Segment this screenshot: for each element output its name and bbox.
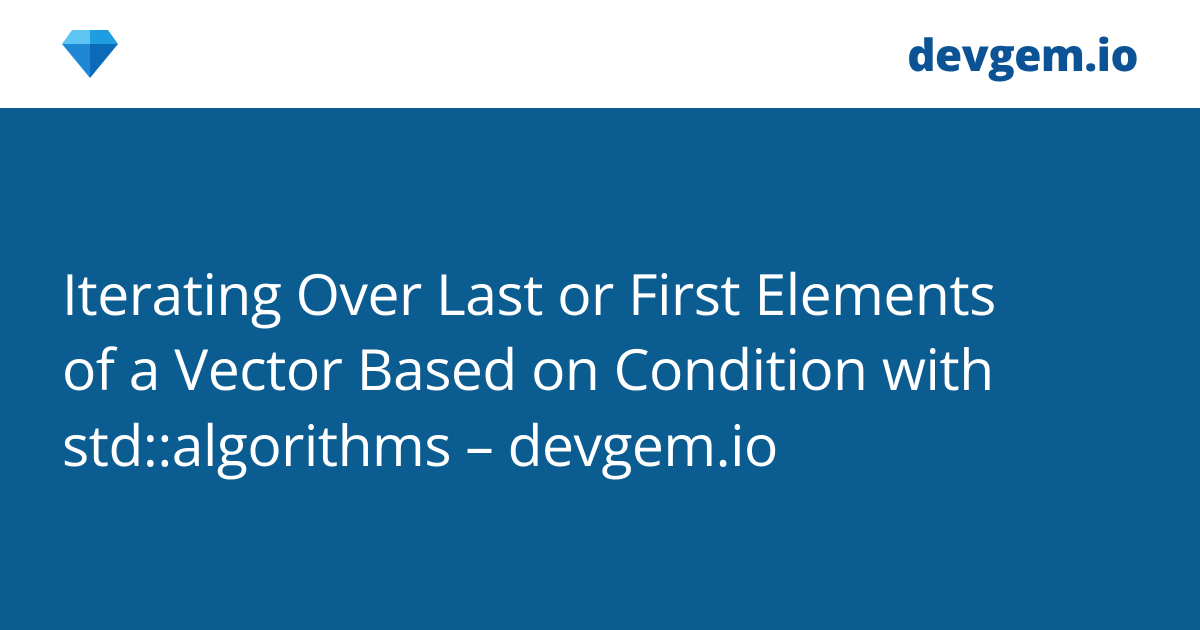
gem-icon [62,26,118,82]
brand-text: devgem.io [907,24,1138,84]
gem-facet-bottom-right [90,44,118,78]
gem-facet-top-right [90,30,118,44]
hero-title: Iterating Over Last or First Elements of… [62,256,1062,482]
hero: Iterating Over Last or First Elements of… [0,108,1200,630]
gem-facet-bottom-left [62,44,90,78]
header: devgem.io [0,0,1200,108]
gem-facet-top-left [62,30,90,44]
